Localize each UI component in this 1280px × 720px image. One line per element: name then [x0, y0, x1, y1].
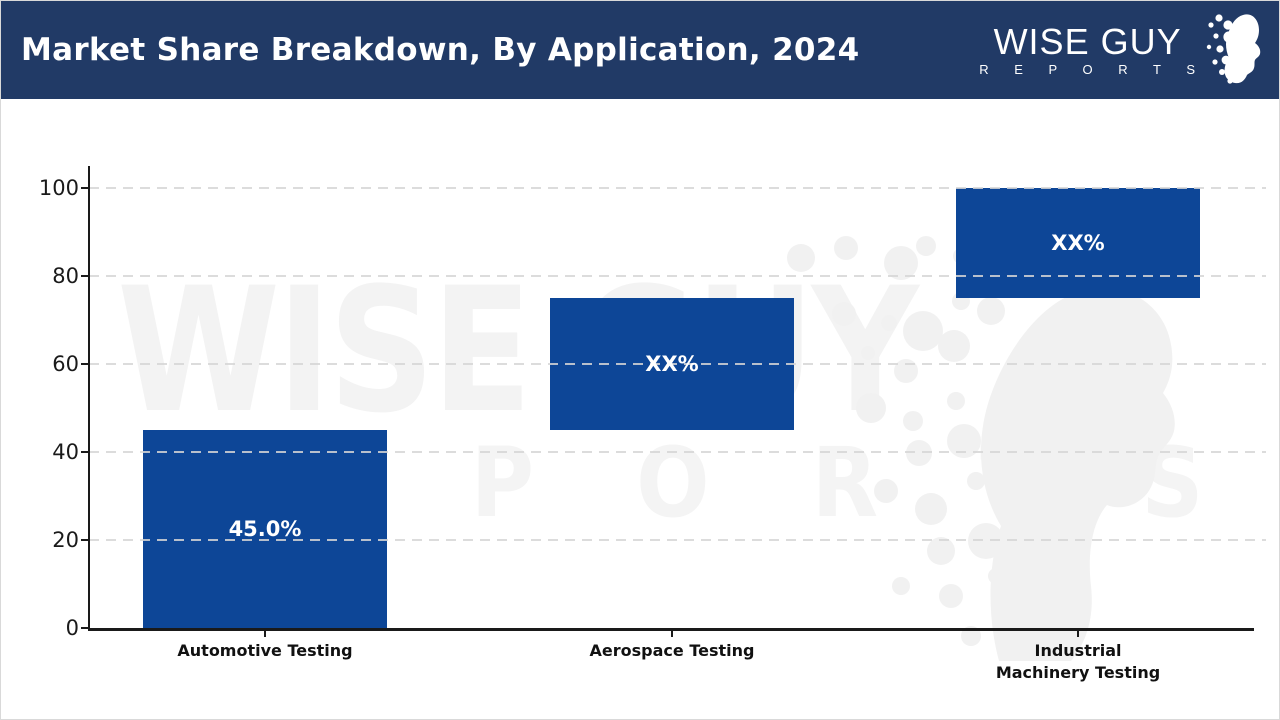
y-gridline-100	[89, 187, 1266, 189]
logo-subtext: R E P O R T S	[979, 62, 1206, 77]
y-tick-mark-0	[81, 627, 89, 629]
y-tick-label-100: 100	[38, 176, 79, 200]
x-tick-mark-3	[1077, 630, 1079, 637]
x-category-label-2: Aerospace Testing	[589, 641, 755, 660]
y-tick-label-20: 20	[52, 528, 79, 552]
y-tick-mark-40	[81, 451, 89, 453]
y-gridline-60	[89, 363, 1266, 365]
bar-value-label-1: 45.0%	[228, 517, 302, 541]
logo-wordmark: WISE GUY	[993, 21, 1182, 62]
y-tick-mark-100	[81, 187, 89, 189]
x-tick-mark-1	[264, 630, 266, 637]
x-category-label-1: Automotive Testing	[177, 641, 353, 660]
y-gridline-20	[89, 539, 1266, 541]
page-title: Market Share Breakdown, By Application, …	[21, 32, 860, 68]
y-tick-label-60: 60	[52, 352, 79, 376]
y-tick-mark-60	[81, 363, 89, 365]
watermark-wordmark: WISE GUY	[117, 250, 919, 451]
bar-value-label-3: XX%	[1051, 231, 1105, 255]
x-category-label-3: Industrial Machinery Testing	[995, 641, 1161, 683]
logo-head-icon	[1206, 14, 1261, 84]
y-gridline-80	[89, 275, 1266, 277]
bar-value-label-2: XX%	[645, 352, 699, 376]
bar-1	[143, 430, 387, 628]
y-tick-label-80: 80	[52, 264, 79, 288]
x-tick-mark-2	[671, 630, 673, 637]
y-gridline-40	[89, 451, 1266, 453]
y-tick-label-40: 40	[52, 440, 79, 464]
header: Market Share Breakdown, By Application, …	[1, 1, 1279, 99]
y-axis-line	[88, 166, 90, 631]
wiseguy-logo: WISE GUY R E P O R T S	[974, 10, 1265, 90]
y-tick-mark-20	[81, 539, 89, 541]
y-tick-mark-80	[81, 275, 89, 277]
logo-text: WISE GUY R E P O R T S	[974, 21, 1201, 77]
plot-area: WISE GUY R E P O R T S	[1, 99, 1279, 719]
y-tick-label-0: 0	[65, 616, 79, 640]
x-axis-line	[88, 628, 1254, 631]
